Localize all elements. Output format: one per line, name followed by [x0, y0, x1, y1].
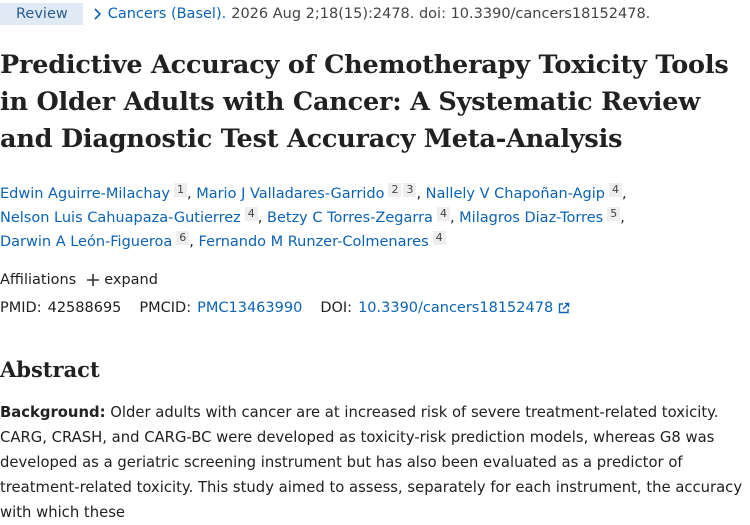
identifier-label: DOI:: [320, 300, 353, 316]
section-label: Background:: [0, 404, 106, 421]
page: Review Cancers (Basel). 2026 Aug 2;18(15…: [0, 2, 743, 521]
author-separator: ,: [257, 210, 263, 226]
author-separator: ,: [189, 234, 194, 250]
abstract-heading: Abstract: [0, 357, 100, 382]
author-name[interactable]: Nallely V Chapoñan-Agip: [425, 186, 605, 202]
affiliation-number[interactable]: 1: [173, 183, 187, 197]
author-line: Nelson Luis Cahuapaza-Gutierrez 4, Betzy …: [0, 207, 625, 226]
abstract-body: Background: Older adults with cancer are…: [0, 400, 750, 525]
author-line: Edwin Aguirre-Milachay 1, Mario J Vallada…: [0, 183, 627, 202]
plus-icon[interactable]: [86, 273, 100, 287]
affiliation-number[interactable]: 4: [608, 183, 622, 197]
author-name[interactable]: Fernando M Runzer-Colmenares: [198, 234, 429, 250]
citation-text: 2026 Aug 2;18(15):2478. doi: 10.3390/can…: [231, 6, 651, 22]
title-line: Predictive Accuracy of Chemotherapy Toxi…: [0, 50, 729, 80]
author-name[interactable]: Mario J Valladares-Garrido: [196, 186, 385, 202]
affiliation-number[interactable]: 4: [432, 231, 446, 245]
author-separator: ,: [449, 210, 455, 226]
journal-link[interactable]: Cancers (Basel).: [107, 6, 227, 22]
author-line: Darwin A León-Figueroa 6, Fernando M Runz…: [0, 231, 446, 250]
title-line: in Older Adults with Cancer: A Systemati…: [0, 87, 701, 117]
identifier-value: 42588695: [47, 300, 122, 316]
affiliation-number[interactable]: 2: [388, 183, 402, 197]
external-link-icon[interactable]: [557, 301, 571, 315]
affiliations-row: Affiliations expand: [0, 272, 158, 288]
identifier-label: PMID:: [0, 300, 42, 316]
identifier-label: PMCID:: [139, 300, 192, 316]
affiliation-number[interactable]: 3: [403, 183, 417, 197]
identifiers: PMID: 42588695 PMCID: PMC13463990 DOI: 10.339…: [0, 300, 571, 316]
affiliation-number[interactable]: 6: [176, 231, 190, 245]
title-line: and Diagnostic Test Accuracy Meta-Analys…: [0, 124, 623, 154]
citation-bar: Review Cancers (Basel). 2026 Aug 2;18(15…: [0, 2, 650, 26]
expand-toggle[interactable]: expand: [104, 272, 158, 288]
article-type-badge: Review: [0, 3, 83, 25]
author-name[interactable]: Nelson Luis Cahuapaza-Gutierrez: [0, 210, 241, 226]
affiliation-number[interactable]: 4: [436, 207, 450, 221]
author-name[interactable]: Darwin A León-Figueroa: [0, 234, 173, 250]
section-text: Older adults with cancer are at increase…: [0, 404, 743, 521]
author-separator: ,: [416, 186, 422, 202]
affiliations-label: Affiliations: [0, 272, 77, 288]
identifier-value[interactable]: 10.3390/cancers18152478: [358, 300, 554, 316]
affiliation-number[interactable]: 4: [244, 207, 258, 221]
identifier-value[interactable]: PMC13463990: [197, 300, 303, 316]
author-name[interactable]: Betzy C Torres-Zegarra: [267, 210, 433, 226]
author-name[interactable]: Edwin Aguirre-Milachay: [0, 186, 170, 202]
chevron-icon: [94, 8, 101, 20]
author-separator: ,: [620, 210, 625, 226]
author-separator: ,: [186, 186, 192, 202]
author-name[interactable]: Milagros Diaz-Torres: [459, 210, 604, 226]
affiliation-number[interactable]: 5: [607, 207, 621, 221]
author-separator: ,: [621, 186, 627, 202]
